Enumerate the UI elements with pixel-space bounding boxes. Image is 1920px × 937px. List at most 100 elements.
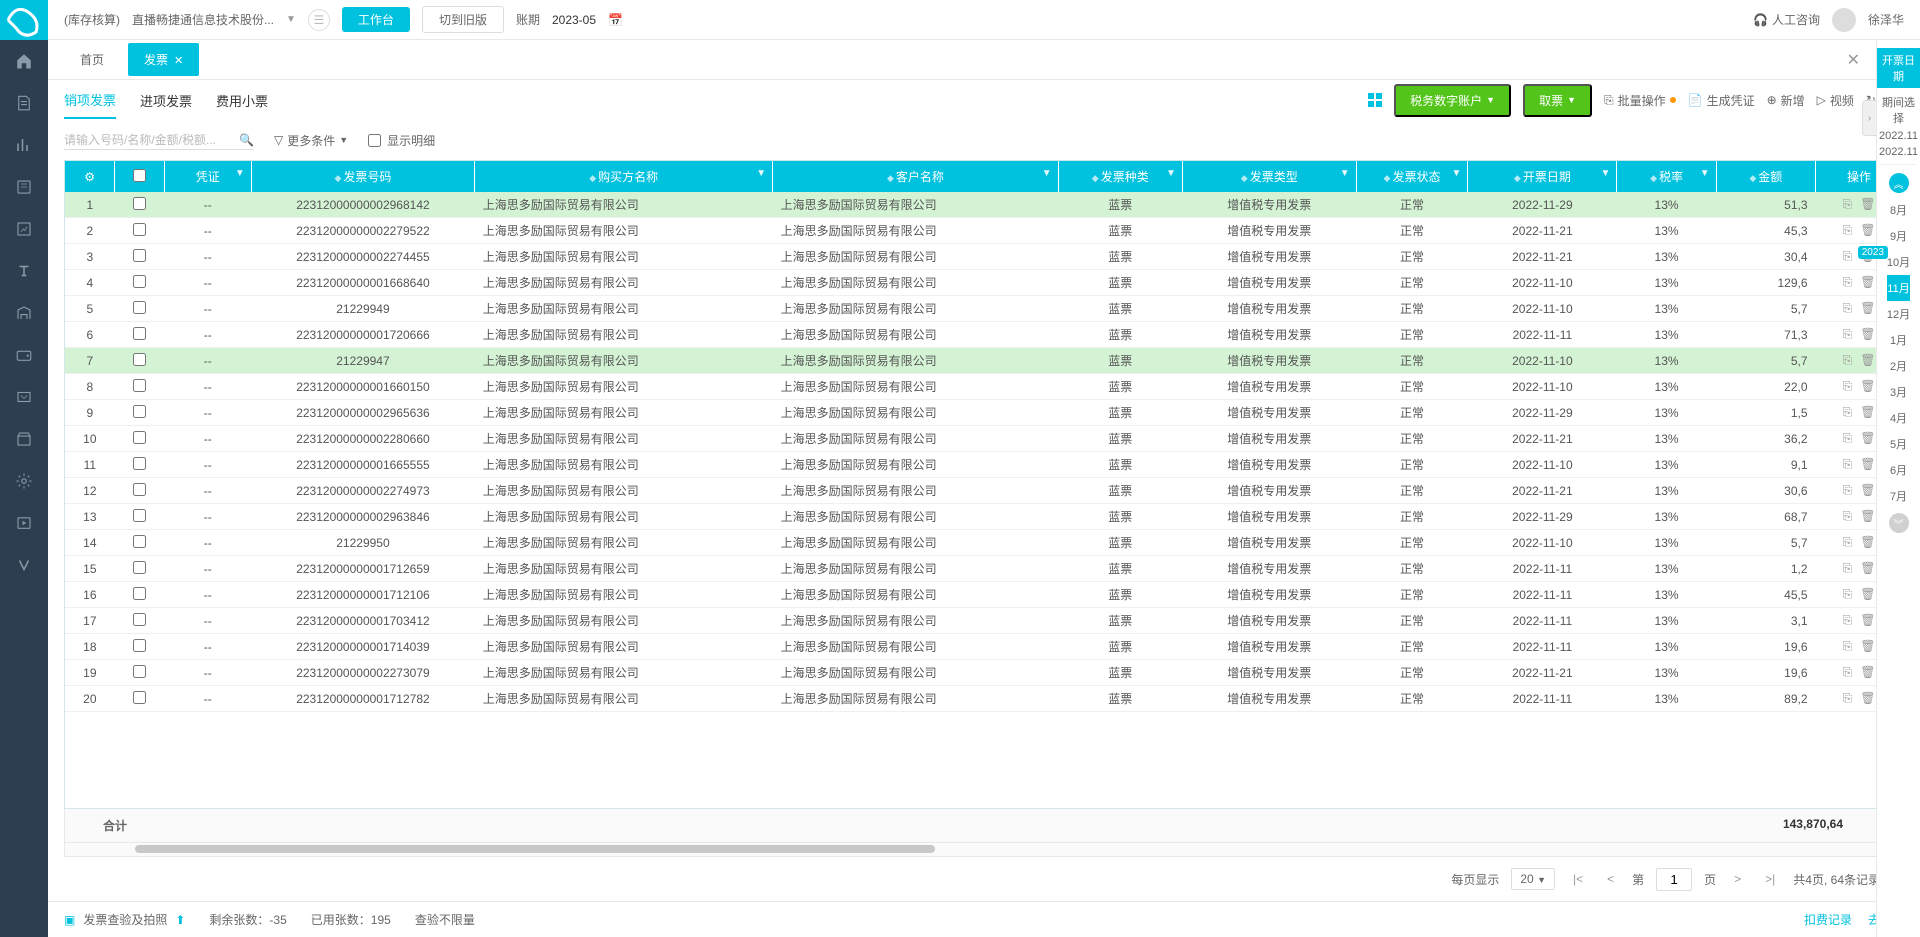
table-row[interactable]: 9 -- 22312000000002965636 上海思多励国际贸易有限公司 … (65, 400, 1903, 426)
edit-icon[interactable]: ⎘ (1843, 483, 1853, 498)
table-row[interactable]: 15 -- 22312000000001712659 上海思多励国际贸易有限公司… (65, 556, 1903, 582)
consult-link[interactable]: 🎧人工咨询 (1753, 11, 1820, 28)
table-row[interactable]: 17 -- 22312000000001703412 上海思多励国际贸易有限公司… (65, 608, 1903, 634)
edit-icon[interactable]: ⎘ (1843, 457, 1853, 472)
edit-icon[interactable]: ⎘ (1843, 665, 1853, 680)
delete-icon[interactable]: 🗑 (1860, 691, 1875, 706)
cell-check[interactable] (115, 296, 165, 322)
row-checkbox[interactable] (133, 483, 146, 496)
show-detail-checkbox[interactable]: 显示明细 (368, 132, 435, 149)
check-all[interactable] (133, 169, 146, 182)
nav-chart-icon[interactable] (0, 124, 48, 166)
cell-check[interactable] (115, 634, 165, 660)
period-value[interactable]: 2023-05 (552, 13, 596, 27)
first-page-btn[interactable]: |< (1567, 870, 1589, 888)
row-checkbox[interactable] (133, 223, 146, 236)
search-input[interactable] (64, 133, 239, 147)
cell-check[interactable] (115, 400, 165, 426)
row-checkbox[interactable] (133, 509, 146, 522)
date-year-2[interactable]: 2022.11 (1879, 144, 1918, 160)
table-row[interactable]: 11 -- 22312000000001665555 上海思多励国际贸易有限公司… (65, 452, 1903, 478)
table-row[interactable]: 16 -- 22312000000001712106 上海思多励国际贸易有限公司… (65, 582, 1903, 608)
prev-page-btn[interactable]: < (1601, 870, 1620, 888)
row-checkbox[interactable] (133, 275, 146, 288)
delete-icon[interactable]: 🗑 (1860, 379, 1875, 394)
col-rate[interactable]: ◆税率▼ (1617, 161, 1716, 192)
delete-icon[interactable]: 🗑 (1860, 639, 1875, 654)
date-month[interactable]: 3月 (1890, 379, 1907, 405)
table-row[interactable]: 3 -- 22312000000002274455 上海思多励国际贸易有限公司 … (65, 244, 1903, 270)
cell-check[interactable] (115, 608, 165, 634)
table-row[interactable]: 1 -- 22312000000002968142 上海思多励国际贸易有限公司 … (65, 192, 1903, 218)
date-month[interactable]: 11月 (1887, 275, 1910, 301)
next-page-btn[interactable]: > (1728, 870, 1747, 888)
gen-voucher-link[interactable]: 📄生成凭证 (1688, 92, 1755, 109)
table-row[interactable]: 19 -- 22312000000002273079 上海思多励国际贸易有限公司… (65, 660, 1903, 686)
date-month[interactable]: 10月 (1887, 249, 1910, 275)
row-checkbox[interactable] (133, 327, 146, 340)
date-month[interactable]: 9月 (1887, 223, 1910, 249)
cell-check[interactable] (115, 478, 165, 504)
col-voucher[interactable]: 凭证▼ (164, 161, 251, 192)
delete-icon[interactable]: 🗑 (1860, 327, 1875, 342)
col-amount[interactable]: ◆金额 (1716, 161, 1815, 192)
delete-icon[interactable]: 🗑 (1860, 613, 1875, 628)
date-month[interactable]: 8月 (1887, 197, 1910, 223)
date-month[interactable]: 4月 (1890, 405, 1907, 431)
row-checkbox[interactable] (133, 587, 146, 600)
row-checkbox[interactable] (133, 639, 146, 652)
date-month[interactable]: 6月 (1890, 457, 1907, 483)
show-detail-input[interactable] (368, 134, 381, 147)
edit-icon[interactable]: ⎘ (1843, 587, 1853, 602)
tab-invoice[interactable]: 发票✕ (128, 43, 199, 76)
cell-check[interactable] (115, 582, 165, 608)
row-checkbox[interactable] (133, 249, 146, 262)
search-icon[interactable]: 🔍 (239, 133, 254, 147)
cell-check[interactable] (115, 686, 165, 712)
cell-check[interactable] (115, 660, 165, 686)
batch-action-link[interactable]: ⎘批量操作 (1604, 92, 1676, 109)
table-row[interactable]: 14 -- 21229950 上海思多励国际贸易有限公司 上海思多励国际贸易有限… (65, 530, 1903, 556)
cell-check[interactable] (115, 426, 165, 452)
edit-icon[interactable]: ⎘ (1843, 613, 1853, 628)
row-checkbox[interactable] (133, 379, 146, 392)
delete-icon[interactable]: 🗑 (1860, 509, 1875, 524)
user-avatar[interactable] (1832, 8, 1856, 32)
nav-building-icon[interactable] (0, 292, 48, 334)
nav-settings-icon[interactable] (0, 460, 48, 502)
nav-doc-icon[interactable] (0, 82, 48, 124)
edit-icon[interactable]: ⎘ (1843, 405, 1853, 420)
more-filters[interactable]: ▽更多条件▼ (274, 132, 348, 149)
row-checkbox[interactable] (133, 197, 146, 210)
date-nav-down[interactable]: ︾ (1889, 513, 1909, 533)
cell-check[interactable] (115, 244, 165, 270)
delete-icon[interactable]: 🗑 (1860, 587, 1875, 602)
date-month[interactable]: 7月 (1890, 483, 1907, 509)
verify-label[interactable]: 发票查验及拍照 (83, 911, 167, 928)
delete-icon[interactable]: 🗑 (1860, 457, 1875, 472)
row-checkbox[interactable] (133, 301, 146, 314)
workspace-button[interactable]: 工作台 (342, 7, 410, 32)
page-input[interactable] (1656, 868, 1692, 891)
edit-icon[interactable]: ⎘ (1843, 197, 1853, 212)
cell-check[interactable] (115, 322, 165, 348)
edit-icon[interactable]: ⎘ (1843, 691, 1853, 706)
nav-archive-icon[interactable] (0, 418, 48, 460)
table-row[interactable]: 2 -- 22312000000002279522 上海思多励国际贸易有限公司 … (65, 218, 1903, 244)
nav-play-icon[interactable] (0, 502, 48, 544)
table-row[interactable]: 6 -- 22312000000001720666 上海思多励国际贸易有限公司 … (65, 322, 1903, 348)
grid-view-icon[interactable] (1368, 93, 1382, 107)
subtab-sales[interactable]: 销项发票 (64, 82, 116, 119)
delete-icon[interactable]: 🗑 (1860, 353, 1875, 368)
edit-icon[interactable]: ⎘ (1843, 431, 1853, 446)
edit-icon[interactable]: ⎘ (1843, 223, 1853, 238)
col-customer[interactable]: ◆客户名称▼ (773, 161, 1059, 192)
cell-check[interactable] (115, 218, 165, 244)
col-buyer[interactable]: ◆购买方名称▼ (475, 161, 773, 192)
horizontal-scrollbar[interactable] (64, 843, 1904, 857)
table-row[interactable]: 12 -- 22312000000002274973 上海思多励国际贸易有限公司… (65, 478, 1903, 504)
subtab-expense[interactable]: 费用小票 (216, 83, 268, 118)
edit-icon[interactable]: ⎘ (1843, 561, 1853, 576)
delete-icon[interactable]: 🗑 (1860, 535, 1875, 550)
table-row[interactable]: 18 -- 22312000000001714039 上海思多励国际贸易有限公司… (65, 634, 1903, 660)
